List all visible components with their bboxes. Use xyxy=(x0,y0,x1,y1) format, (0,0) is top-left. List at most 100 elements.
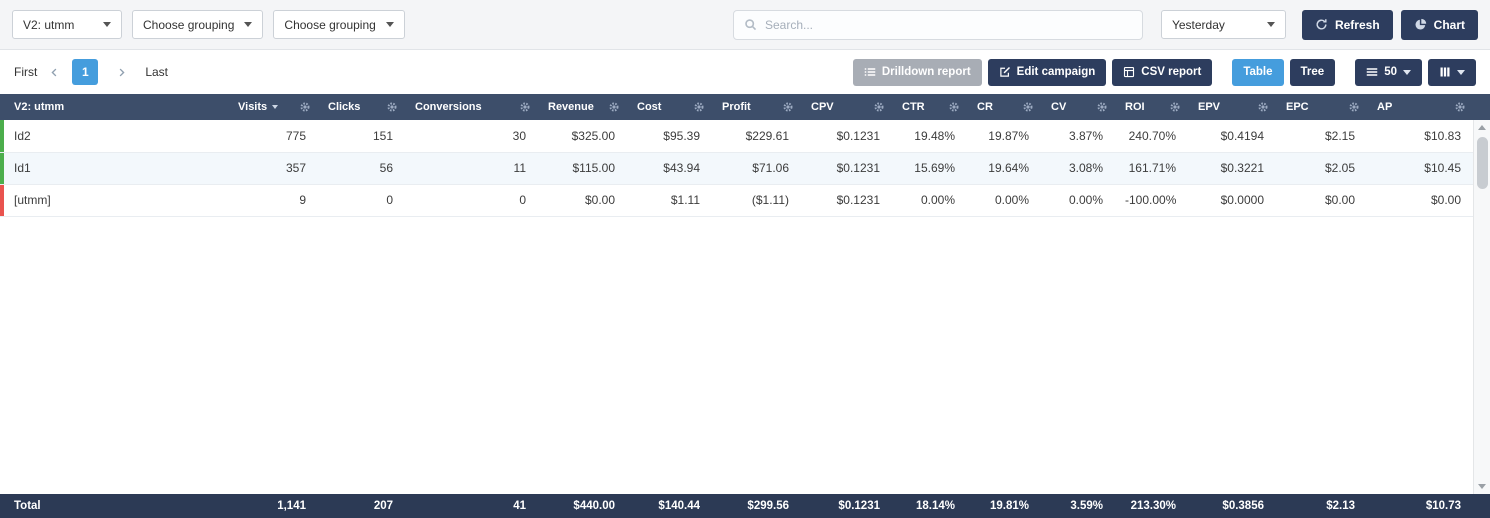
chart-button[interactable]: Chart xyxy=(1400,9,1478,40)
column-header-ap[interactable]: AP xyxy=(1367,94,1473,120)
cell-clicks: 0 xyxy=(318,184,405,217)
column-header-profit[interactable]: Profit xyxy=(712,94,801,120)
rows-icon xyxy=(1366,68,1378,76)
total-cr: 19.81% xyxy=(989,500,1029,512)
chevron-down-icon xyxy=(1266,22,1275,27)
column-settings-button[interactable] xyxy=(1428,58,1476,86)
column-header-label: CV xyxy=(1051,101,1067,113)
column-settings-gear-icon[interactable] xyxy=(783,102,793,112)
column-header-cpv[interactable]: CPV xyxy=(801,94,892,120)
status-indicator xyxy=(0,184,4,215)
column-header-label: EPC xyxy=(1286,101,1309,113)
pagination-last[interactable]: Last xyxy=(145,65,169,79)
column-settings-gear-icon[interactable] xyxy=(609,102,619,112)
table-row[interactable]: Id2 775 151 30 $325.00 $95.39 $229.61 $0.1231 19… xyxy=(0,120,1473,153)
pagination-next-button[interactable] xyxy=(110,67,133,78)
column-settings-gear-icon[interactable] xyxy=(1258,102,1268,112)
column-header-ctr[interactable]: CTR xyxy=(892,94,967,120)
cell-epv: $0.0000 xyxy=(1188,184,1276,217)
table-view-button[interactable]: Table xyxy=(1232,58,1284,86)
vertical-scrollbar[interactable] xyxy=(1473,120,1490,494)
column-header-label: AP xyxy=(1377,101,1393,113)
refresh-icon xyxy=(1316,19,1327,30)
column-settings-gear-icon[interactable] xyxy=(949,102,959,112)
cell-profit: $71.06 xyxy=(712,152,801,185)
grouping-select-2[interactable]: Choose grouping xyxy=(273,10,405,39)
column-settings-gear-icon[interactable] xyxy=(1455,102,1465,112)
column-settings-gear-icon[interactable] xyxy=(1170,102,1180,112)
column-header-cv[interactable]: CV xyxy=(1041,94,1115,120)
date-range-select[interactable]: Yesterday xyxy=(1160,10,1286,39)
pagination-first[interactable]: First xyxy=(14,65,38,79)
column-header-clicks[interactable]: Clicks xyxy=(318,94,405,120)
cell-ctr: 15.69% xyxy=(892,152,967,185)
column-settings-gear-icon[interactable] xyxy=(520,102,530,112)
column-header-visits[interactable]: Visits xyxy=(228,94,318,120)
column-header-epv[interactable]: EPV xyxy=(1188,94,1276,120)
column-header-epc[interactable]: EPC xyxy=(1276,94,1367,120)
chevron-left-icon xyxy=(51,68,57,76)
column-settings-gear-icon[interactable] xyxy=(874,102,884,112)
column-header-cost[interactable]: Cost xyxy=(627,94,712,120)
cell-cr: 0.00% xyxy=(967,184,1041,217)
cell-profit: $229.61 xyxy=(712,120,801,153)
column-settings-gear-icon[interactable] xyxy=(1097,102,1107,112)
column-settings-gear-icon[interactable] xyxy=(387,102,397,112)
csv-report-button[interactable]: CSV report xyxy=(1112,58,1213,86)
chevron-down-icon xyxy=(385,22,394,27)
rows-per-page-button[interactable]: 50 xyxy=(1355,58,1422,86)
campaign-select[interactable]: V2: utmm xyxy=(12,10,122,39)
campaign-select-value: V2: utmm xyxy=(23,17,75,32)
drilldown-report-button[interactable]: Drilldown report xyxy=(852,58,982,86)
edit-icon xyxy=(999,66,1010,77)
cell-cpv: $0.1231 xyxy=(801,184,892,217)
table-header: V2: utmm Visits Clicks Conversions Revenue Co… xyxy=(0,94,1490,120)
scroll-up-arrow[interactable] xyxy=(1474,120,1490,135)
column-header-name[interactable]: V2: utmm xyxy=(14,101,65,113)
cell-ctr: 19.48% xyxy=(892,120,967,153)
search-input[interactable] xyxy=(764,17,1132,32)
column-header-conversions[interactable]: Conversions xyxy=(405,94,538,120)
row-name-cell[interactable]: Id2 xyxy=(0,120,228,153)
column-header-cr[interactable]: CR xyxy=(967,94,1041,120)
total-cv: 3.59% xyxy=(1070,500,1103,512)
grouping-select-1[interactable]: Choose grouping xyxy=(132,10,264,39)
total-epc: $2.13 xyxy=(1326,500,1355,512)
column-header-roi[interactable]: ROI xyxy=(1115,94,1188,120)
refresh-button[interactable]: Refresh xyxy=(1301,9,1393,40)
tree-view-button[interactable]: Tree xyxy=(1289,58,1336,86)
table-row[interactable]: Id1 357 56 11 $115.00 $43.94 $71.06 $0.1231 15.6… xyxy=(0,152,1473,185)
row-name-cell[interactable]: [utmm] xyxy=(0,184,228,217)
pagination-prev-button[interactable] xyxy=(43,67,66,78)
edit-campaign-button[interactable]: Edit campaign xyxy=(987,58,1107,86)
top-toolbar: V2: utmm Choose grouping Choose grouping… xyxy=(0,0,1490,50)
cell-epc: $2.15 xyxy=(1276,120,1367,153)
scrollbar-thumb[interactable] xyxy=(1476,137,1488,189)
cell-cv: 3.87% xyxy=(1041,120,1115,153)
total-clicks: 207 xyxy=(373,500,393,512)
cell-cr: 19.64% xyxy=(967,152,1041,185)
cell-cpv: $0.1231 xyxy=(801,120,892,153)
row-name-cell[interactable]: Id1 xyxy=(0,152,228,185)
column-settings-gear-icon[interactable] xyxy=(1023,102,1033,112)
column-settings-gear-icon[interactable] xyxy=(1349,102,1359,112)
table-total-bar: Total 1,141 207 41 $440.00 $140.44 $299.56 $0.1… xyxy=(0,494,1490,518)
columns-icon xyxy=(1440,67,1450,77)
cell-cost: $43.94 xyxy=(627,152,712,185)
drilldown-report-label: Drilldown report xyxy=(881,66,971,78)
total-epv: $0.3856 xyxy=(1222,500,1264,512)
column-settings-gear-icon[interactable] xyxy=(694,102,704,112)
search-container xyxy=(732,9,1143,40)
column-settings-gear-icon[interactable] xyxy=(300,102,310,112)
pagination-page-1[interactable]: 1 xyxy=(72,59,99,85)
table-row[interactable]: [utmm] 9 0 0 $0.00 $1.11 ($1.11) $0.1231 0.00% 0.… xyxy=(0,184,1473,217)
total-cost: $140.44 xyxy=(658,500,700,512)
chevron-down-icon xyxy=(103,22,111,27)
rows-per-page-value: 50 xyxy=(1384,66,1397,78)
csv-report-label: CSV report xyxy=(1141,66,1202,78)
cell-epc: $2.05 xyxy=(1276,152,1367,185)
cell-revenue: $115.00 xyxy=(538,152,627,185)
column-header-label: Visits xyxy=(238,101,268,113)
column-header-revenue[interactable]: Revenue xyxy=(538,94,627,120)
scroll-down-arrow[interactable] xyxy=(1474,479,1490,494)
